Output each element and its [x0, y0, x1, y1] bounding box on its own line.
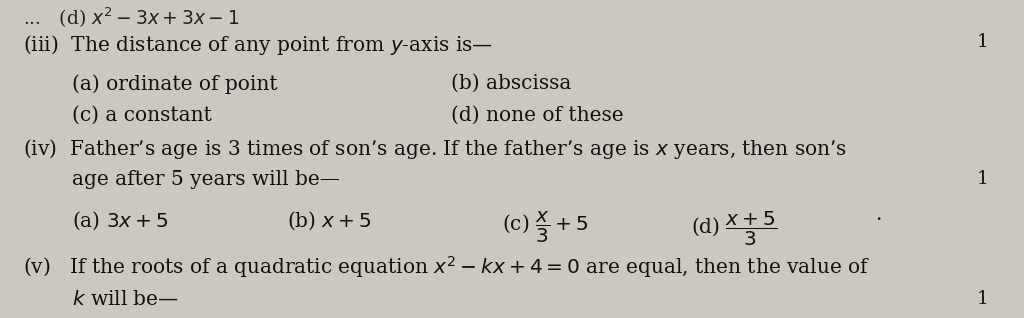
Text: (v)   If the roots of a quadratic equation $x^2 - kx + 4 = 0$ are equal, then th: (v) If the roots of a quadratic equation… [23, 254, 869, 280]
Text: (a) $3x + 5$: (a) $3x + 5$ [72, 210, 168, 232]
Text: (d) $\dfrac{x+5}{3}$: (d) $\dfrac{x+5}{3}$ [691, 210, 777, 248]
Text: ...   (d) $x^2 - 3x + 3x - 1$: ... (d) $x^2 - 3x + 3x - 1$ [23, 5, 239, 30]
Text: (a) ordinate of point: (a) ordinate of point [72, 74, 278, 93]
Text: $k$ will be—: $k$ will be— [72, 290, 178, 309]
Text: .: . [876, 205, 882, 225]
Text: 1: 1 [976, 170, 988, 188]
Text: (iv)  Father’s age is 3 times of son’s age. If the father’s age is $x$ years, th: (iv) Father’s age is 3 times of son’s ag… [23, 137, 847, 161]
Text: 1: 1 [976, 290, 988, 308]
Text: (c) $\dfrac{x}{3}+5$: (c) $\dfrac{x}{3}+5$ [502, 210, 588, 245]
Text: 1: 1 [976, 33, 988, 51]
Text: age after 5 years will be—: age after 5 years will be— [72, 170, 340, 189]
Text: (d) none of these: (d) none of these [451, 106, 624, 125]
Text: (c) a constant: (c) a constant [72, 106, 212, 125]
Text: (b) $x + 5$: (b) $x + 5$ [287, 210, 372, 232]
Text: (b) abscissa: (b) abscissa [451, 74, 571, 93]
Text: (iii)  The distance of any point from $y$-axis is—: (iii) The distance of any point from $y$… [23, 33, 493, 57]
